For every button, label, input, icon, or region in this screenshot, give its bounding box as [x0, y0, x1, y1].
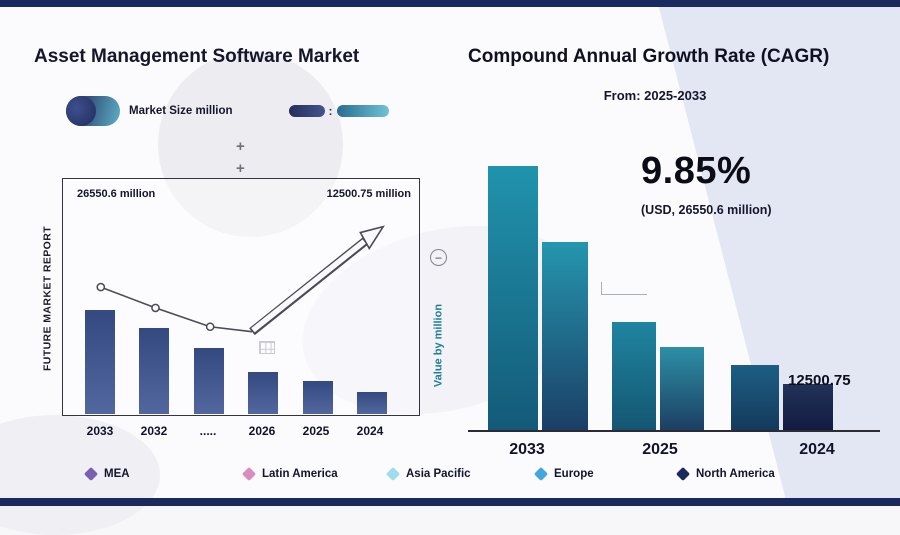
right-chart-subtitle: From: 2025-2033	[603, 88, 707, 103]
left-chart-title: Asset Management Software Market	[34, 46, 360, 67]
diamond-icon	[385, 466, 401, 482]
left-x-label: 2032	[140, 424, 168, 438]
circle-minus-icon: −	[430, 249, 447, 266]
infographic-canvas: Asset Management Software Market Compoun…	[0, 0, 900, 506]
decor-circle	[158, 52, 343, 237]
diamond-icon	[83, 466, 99, 482]
plus-icon: +	[236, 160, 245, 177]
right-bar-group-2024	[731, 365, 833, 430]
right-x-label: 2025	[642, 441, 678, 458]
legend-label: Europe	[554, 468, 594, 480]
top-legend: Market Size million :	[66, 95, 389, 127]
pill-separator: :	[328, 104, 333, 118]
left-x-label: 2025	[302, 424, 330, 438]
minus-glyph: −	[434, 250, 442, 265]
left-bar-5	[302, 381, 333, 414]
grid-icon	[259, 341, 275, 354]
left-chart-end-value: 12500.75 million	[326, 188, 411, 200]
right-x-axis: 2033 2025 2024	[468, 441, 880, 463]
legend-label: Asia Pacific	[406, 468, 471, 480]
legend-label: Latin America	[262, 468, 338, 480]
diamond-icon	[241, 466, 257, 482]
right-bar-group-2025	[612, 322, 704, 430]
top-legend-label: Market Size million	[129, 105, 233, 117]
right-chart-annotation: 12500.75	[788, 372, 851, 389]
left-chart-start-value: 26550.6 million	[77, 188, 156, 200]
right-bar	[731, 365, 779, 430]
right-chart	[468, 150, 880, 432]
plus-icon: +	[236, 138, 245, 155]
legend-item-latin-america: Latin America	[241, 466, 338, 482]
left-x-label: 2033	[86, 424, 114, 438]
cagr-note: (USD, 26550.6 million)	[641, 203, 772, 217]
decor-step-line	[601, 282, 647, 295]
right-bar	[783, 384, 833, 430]
legend-label: MEA	[104, 468, 130, 480]
right-bar-group-2033	[488, 166, 588, 430]
legend-item-north-america: North America	[675, 466, 775, 482]
left-x-axis: 2033 2032..... 2026 2025 2024	[77, 424, 393, 438]
right-bar	[488, 166, 538, 430]
cagr-value: 9.85%	[641, 150, 752, 192]
left-bar-4	[248, 372, 279, 414]
left-bar-6	[356, 392, 387, 414]
cylinder-icon	[66, 96, 120, 126]
left-bars-group	[85, 310, 387, 414]
right-x-label: 2024	[799, 441, 835, 458]
bottom-edge-bar	[0, 498, 900, 506]
bottom-legend: MEA Latin America Asia Pacific Europe North …	[0, 464, 900, 490]
left-chart: 26550.6 million 12500.75 million FUTURE …	[42, 178, 420, 416]
legend-item-europe: Europe	[533, 466, 594, 482]
pill-dark-icon	[288, 105, 325, 117]
diamond-icon	[533, 466, 549, 482]
diamond-icon	[675, 466, 691, 482]
left-chart-side-label: FUTURE MARKET REPORT	[41, 225, 54, 372]
left-x-label: 2026	[248, 424, 276, 438]
left-x-label: 2024	[356, 424, 384, 438]
right-chart-y-label: Value by million	[432, 303, 445, 388]
legend-item-mea: MEA	[83, 466, 130, 482]
left-bar-3	[193, 348, 224, 414]
right-chart-title: Compound Annual Growth Rate (CAGR)	[468, 46, 830, 67]
legend-label: North America	[696, 468, 775, 480]
top-edge-bar	[0, 0, 900, 7]
right-bar	[660, 347, 704, 430]
right-x-label: 2033	[509, 441, 545, 458]
left-bar-2	[139, 328, 170, 414]
right-bar	[612, 322, 656, 430]
trend-arrow-line	[96, 225, 385, 336]
pill-teal-icon	[336, 105, 389, 117]
right-bar	[542, 242, 588, 430]
legend-item-asia-pacific: Asia Pacific	[385, 466, 471, 482]
left-bar-1	[85, 310, 115, 414]
left-x-label: .....	[199, 424, 217, 438]
right-chart-baseline	[468, 430, 880, 432]
